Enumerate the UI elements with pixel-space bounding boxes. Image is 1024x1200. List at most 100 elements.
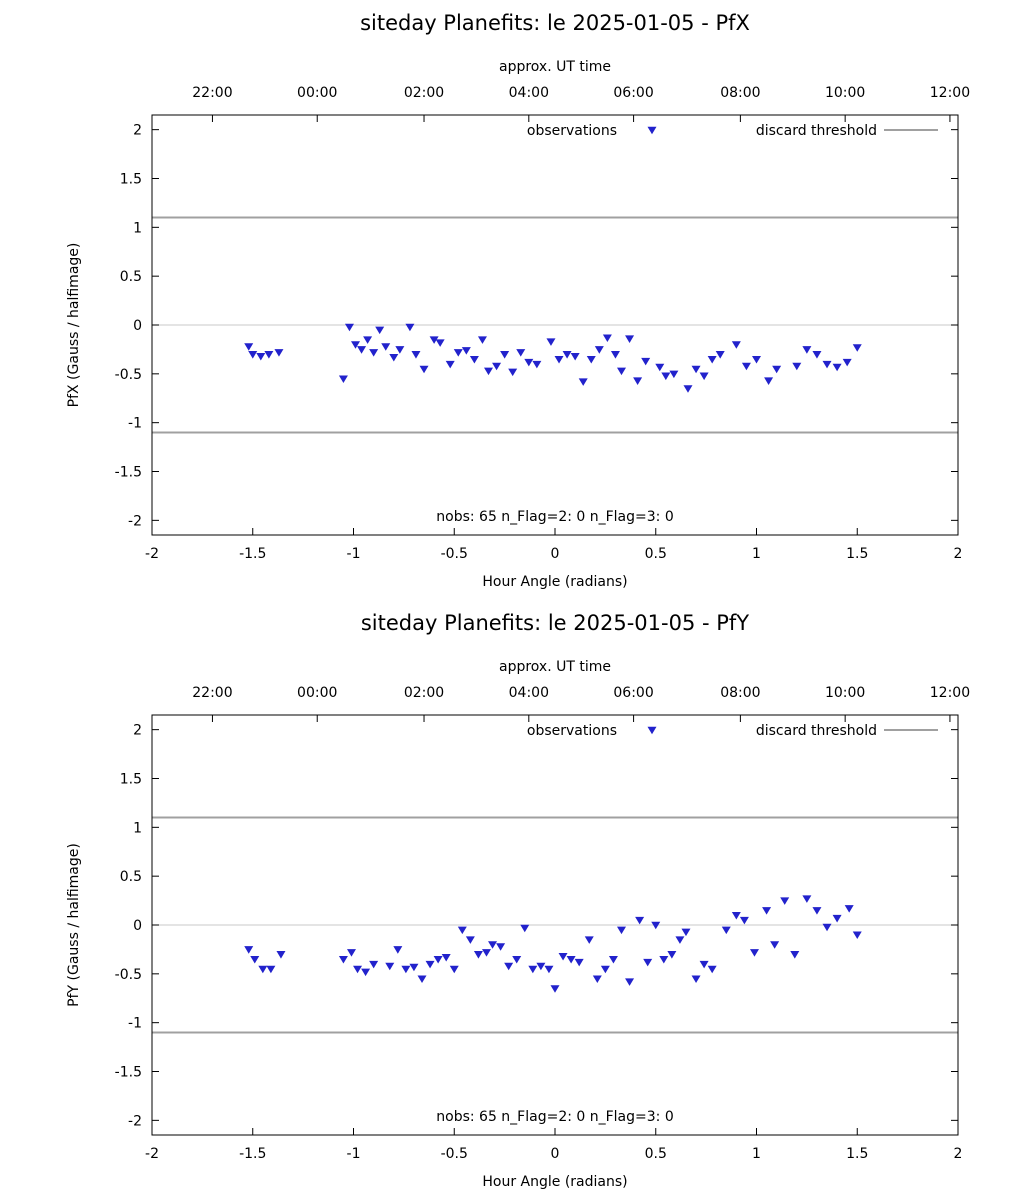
y-tick-label: -1 [128, 416, 142, 432]
observation-point [500, 351, 510, 359]
observation-point [554, 355, 564, 364]
observation-point [584, 936, 594, 944]
observation-point [625, 978, 635, 986]
y-axis-label: PfY (Gauss / halfimage) [66, 843, 82, 1007]
y-tick-label: 0.5 [120, 869, 142, 885]
ut-time-tick-label: 00:00 [297, 685, 337, 701]
observation-point [772, 365, 782, 374]
observation-point [602, 334, 612, 342]
observation-point [832, 363, 842, 372]
observation-point [484, 367, 494, 376]
legend-threshold-label: discard threshold [756, 123, 877, 139]
observation-point [361, 968, 371, 977]
observation-point [669, 370, 679, 379]
top-axis-title: approx. UT time [499, 659, 611, 675]
observation-point [594, 346, 604, 354]
observation-point [453, 349, 463, 357]
x-tick-label: -2 [145, 546, 159, 562]
observation-point [752, 355, 761, 364]
observation-point [812, 351, 822, 359]
x-tick-label: 2 [954, 546, 963, 562]
observation-point [731, 911, 741, 920]
observation-point [425, 960, 435, 969]
ut-time-tick-label: 10:00 [825, 685, 865, 701]
legend-observations-label: observations [527, 123, 617, 139]
observation-point [496, 943, 506, 951]
observation-point [381, 343, 391, 351]
observation-point [393, 946, 403, 954]
observation-point [401, 965, 411, 974]
x-tick-label: -1.5 [239, 546, 266, 562]
observation-point [770, 941, 780, 949]
observation-point [802, 346, 812, 354]
observation-point [802, 895, 812, 903]
observation-point [608, 955, 618, 964]
x-tick-label: -1 [347, 546, 361, 562]
y-tick-label: -1.5 [115, 1065, 142, 1081]
observation-point [600, 965, 610, 974]
ut-time-tick-label: 00:00 [297, 85, 337, 101]
y-tick-label: -2 [128, 1113, 142, 1129]
observation-point [633, 377, 643, 385]
observation-point [508, 368, 518, 377]
x-tick-label: -2 [145, 1146, 159, 1162]
observation-point [741, 362, 751, 371]
y-tick-label: 0 [133, 318, 142, 334]
observation-point [691, 975, 701, 983]
observation-point [516, 349, 526, 357]
observations-series [244, 895, 862, 993]
observation-point [258, 965, 268, 974]
legend-threshold-label: discard threshold [756, 723, 877, 739]
observation-point [721, 926, 731, 935]
chart-pfy: -2 -1.5 -1 -0.5 0 0.5 1 1.5 2 22:00 00:00 02:00 04:0… [0, 600, 1024, 1200]
observation-point [338, 375, 348, 383]
x-tick-label: 0 [551, 546, 560, 562]
observation-point [435, 339, 445, 347]
observation-point [504, 962, 514, 971]
observation-point [433, 955, 443, 964]
observation-point [641, 357, 651, 366]
ut-time-tick-label: 08:00 [720, 85, 760, 101]
observation-point [528, 965, 538, 974]
observation-point [338, 955, 348, 964]
observation-point [477, 336, 487, 344]
observation-point [852, 931, 862, 940]
x-tick-label: 0 [551, 1146, 560, 1162]
legend-observations-label: observations [527, 723, 617, 739]
top-axis-title: approx. UT time [499, 59, 611, 75]
observation-point [520, 924, 530, 933]
observation-point [616, 367, 626, 376]
chart-title: siteday Planefits: le 2025-01-05 - PfX [360, 11, 750, 35]
observation-point [357, 346, 367, 354]
observation-point [731, 341, 741, 349]
nobs-annotation: nobs: 65 n_Flag=2: 0 n_Flag=3: 0 [436, 509, 674, 525]
observation-point [524, 358, 534, 367]
x-tick-label: 0.5 [645, 1146, 667, 1162]
observation-point [405, 323, 415, 332]
y-tick-label: -2 [128, 513, 142, 529]
x-tick-label: 2 [954, 1146, 963, 1162]
observation-point [473, 951, 483, 959]
observation-point [852, 344, 862, 352]
y-tick-label: 1 [133, 220, 142, 236]
observation-point [764, 377, 774, 385]
observation-point [780, 897, 790, 905]
observation-point [264, 351, 274, 359]
x-tick-label: 0.5 [645, 546, 667, 562]
observation-point [351, 341, 361, 349]
observation-point [550, 985, 560, 993]
chart-pfx: -2 -1.5 -1 -0.5 0 0.5 1 1.5 2 22:00 00:00 02:00 04:0… [66, 11, 970, 590]
observations-series [244, 323, 862, 393]
observation-point [411, 351, 421, 359]
observation-point [457, 926, 467, 935]
ut-time-tick-label: 02:00 [404, 85, 444, 101]
observation-point [762, 907, 772, 915]
observation-point [586, 355, 596, 364]
y-tick-label: -0.5 [115, 367, 142, 383]
observation-point [429, 336, 439, 344]
y-axis-label: PfX (Gauss / halfimage) [66, 243, 82, 408]
observation-point [616, 926, 626, 935]
ut-time-tick-label: 04:00 [509, 685, 549, 701]
y-tick-label: -1 [128, 1016, 142, 1032]
observation-point [655, 363, 665, 372]
